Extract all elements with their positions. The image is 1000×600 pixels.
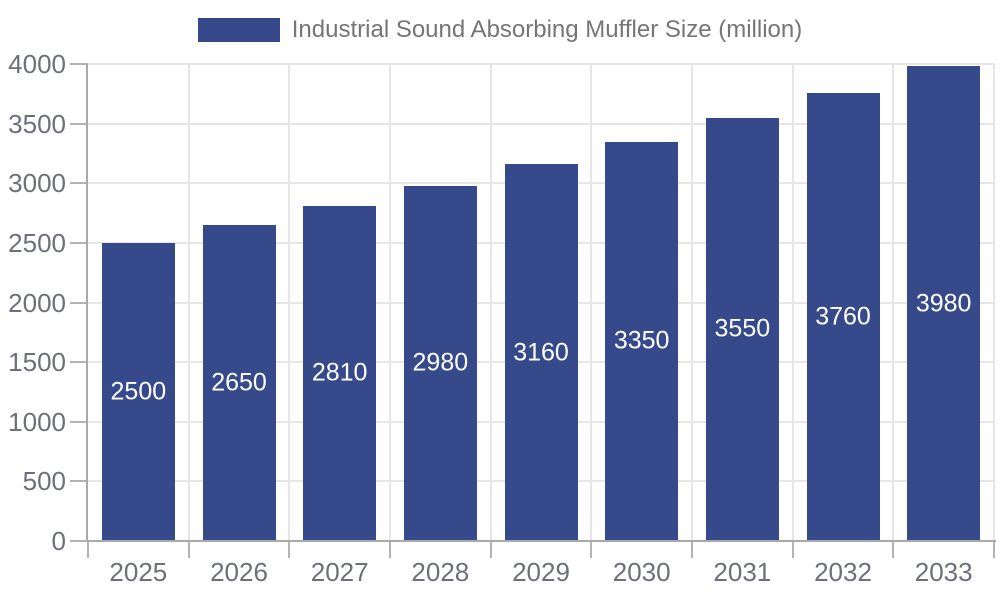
bar-2031[interactable]: 3550 xyxy=(705,117,779,541)
y-axis-tick xyxy=(70,182,88,185)
bar-2033[interactable]: 3980 xyxy=(907,66,981,541)
x-axis-tick xyxy=(87,541,89,558)
y-axis-tick xyxy=(70,63,88,65)
bar-value-label: 2650 xyxy=(211,368,267,397)
x-axis-tick xyxy=(892,541,895,558)
legend-label: Industrial Sound Absorbing Muffler Size … xyxy=(291,16,803,43)
y-axis-tick-label: 2000 xyxy=(8,287,66,318)
bar-2030[interactable]: 3350 xyxy=(605,141,679,541)
x-axis-tick xyxy=(691,541,693,558)
y-axis-tick xyxy=(70,540,88,542)
x-axis-tick xyxy=(389,541,391,558)
gridline-vertical xyxy=(187,64,190,541)
y-axis-tick-label: 3500 xyxy=(8,108,66,139)
y-axis-tick xyxy=(70,241,88,244)
bar-value-label: 3160 xyxy=(513,338,569,367)
x-axis-tick xyxy=(489,541,492,558)
gridline-vertical xyxy=(288,64,291,541)
bar-2028[interactable]: 2980 xyxy=(403,185,477,541)
gridline-horizontal xyxy=(88,63,994,65)
y-axis-tick-label: 4000 xyxy=(8,49,66,79)
legend-swatch xyxy=(197,18,280,42)
x-axis-tick-label: 2032 xyxy=(814,557,872,587)
x-axis-tick-label: 2030 xyxy=(612,557,671,587)
x-axis-tick-label: 2028 xyxy=(411,557,470,587)
y-axis-tick xyxy=(70,361,88,364)
y-axis-tick xyxy=(70,301,88,304)
x-axis-tick xyxy=(288,541,291,558)
legend-item[interactable]: Industrial Sound Absorbing Muffler Size … xyxy=(0,16,1000,44)
gridline-vertical xyxy=(389,64,391,541)
x-axis-line xyxy=(86,540,996,542)
x-axis-tick xyxy=(187,541,190,558)
x-axis-tick xyxy=(590,541,593,558)
y-axis-tick-label: 2500 xyxy=(8,227,66,258)
bar-value-label: 3350 xyxy=(613,326,670,355)
gridline-vertical xyxy=(892,64,895,541)
gridline-vertical xyxy=(791,64,794,541)
bar-value-label: 3980 xyxy=(915,289,972,318)
y-axis-tick-label: 500 xyxy=(22,466,66,497)
y-axis-tick xyxy=(70,420,88,423)
x-axis-tick xyxy=(993,541,995,558)
x-axis-tick-label: 2027 xyxy=(310,557,369,587)
y-axis-line xyxy=(86,64,88,542)
bar-2027[interactable]: 2810 xyxy=(303,205,377,541)
y-axis-tick-label: 0 xyxy=(51,526,66,556)
gridline-vertical xyxy=(590,64,593,541)
x-axis-tick-label: 2025 xyxy=(109,557,168,587)
y-axis-tick-label: 1000 xyxy=(8,406,66,437)
bar-value-label: 2500 xyxy=(110,377,167,406)
bar-2029[interactable]: 3160 xyxy=(504,164,578,541)
bar-2025[interactable]: 2500 xyxy=(101,242,175,541)
bar-2026[interactable]: 2650 xyxy=(202,225,276,541)
x-axis-tick xyxy=(791,541,794,558)
plot-area: 2500 2650 2810 2980 3160 3350 3550 3760 3980 xyxy=(88,63,995,541)
x-axis-tick-label: 2029 xyxy=(512,557,570,587)
y-axis-tick xyxy=(70,122,88,125)
gridline-vertical xyxy=(993,64,995,541)
x-axis-tick-label: 2033 xyxy=(914,557,973,587)
x-axis-tick-label: 2031 xyxy=(713,557,772,587)
gridline-vertical xyxy=(489,64,492,541)
x-axis-tick-label: 2026 xyxy=(210,557,268,587)
y-axis-tick-label: 3000 xyxy=(8,168,66,199)
gridline-horizontal xyxy=(88,122,994,125)
y-axis-tick xyxy=(70,480,88,483)
y-axis-tick-label: 1500 xyxy=(8,347,66,378)
bar-value-label: 2980 xyxy=(412,348,469,377)
bar-value-label: 2810 xyxy=(311,358,368,387)
bar-value-label: 3550 xyxy=(714,314,771,343)
gridline-vertical xyxy=(691,64,693,541)
bar-2032[interactable]: 3760 xyxy=(806,92,880,541)
bar-value-label: 3760 xyxy=(815,302,871,331)
